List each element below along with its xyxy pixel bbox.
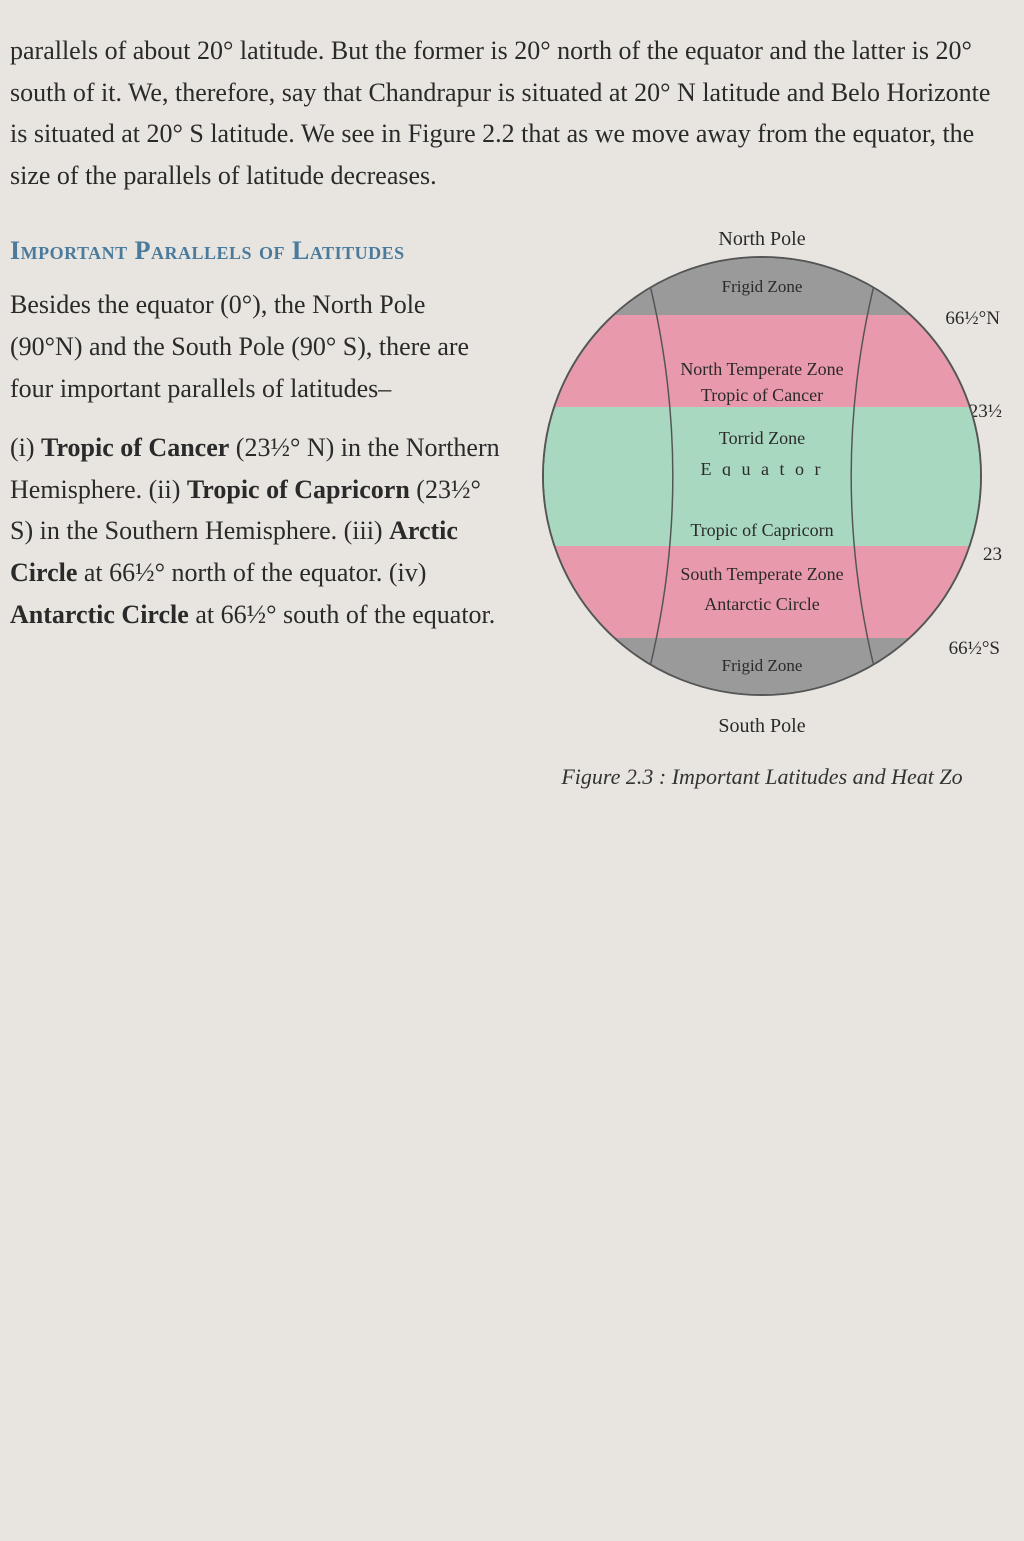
tropic-capricorn-label: Tropic of Capricorn — [544, 520, 980, 541]
south-temperate-label: South Temperate Zone — [544, 564, 980, 585]
textbook-page: parallels of about 20° latitude. But the… — [0, 0, 1024, 1541]
earth-sphere: Frigid Zone Arctic Circle North Temperat… — [542, 256, 982, 696]
torrid-zone-label: Torrid Zone — [544, 428, 980, 449]
north-temperate-label: North Temperate Zone — [544, 359, 980, 380]
south-pole-label: South Pole — [662, 715, 862, 738]
frigid-n-label: Frigid Zone — [722, 277, 803, 297]
tropic-cancer-label: Tropic of Cancer — [544, 385, 980, 406]
parallels-list: (i) Tropic of Cancer (23½° N) in the Nor… — [10, 427, 500, 635]
heat-zones-diagram: North Pole 66½°N 23½ 23 66½°S Frigid Zon… — [522, 226, 1002, 746]
figure-caption: Figure 2.3 : Important Latitudes and Hea… — [561, 764, 962, 790]
intro-paragraph: parallels of about 20° latitude. But the… — [0, 30, 1004, 196]
content-row: Important Parallels of Latitudes Besides… — [0, 216, 1004, 790]
frigid-zone-south: Frigid Zone — [544, 638, 980, 695]
antarctic-circle-label: Antarctic Circle — [544, 594, 980, 615]
south-temperate-zone — [544, 546, 980, 638]
north-pole-label: North Pole — [662, 228, 862, 251]
right-column: North Pole 66½°N 23½ 23 66½°S Frigid Zon… — [520, 216, 1004, 790]
frigid-s-label: Frigid Zone — [722, 656, 803, 676]
section-heading: Important Parallels of Latitudes — [10, 236, 500, 266]
left-column: Important Parallels of Latitudes Besides… — [0, 216, 500, 790]
frigid-zone-north: Frigid Zone — [544, 258, 980, 315]
deg-23s-label: 23 — [983, 544, 1002, 566]
section-intro: Besides the equator (0°), the North Pole… — [10, 284, 500, 409]
